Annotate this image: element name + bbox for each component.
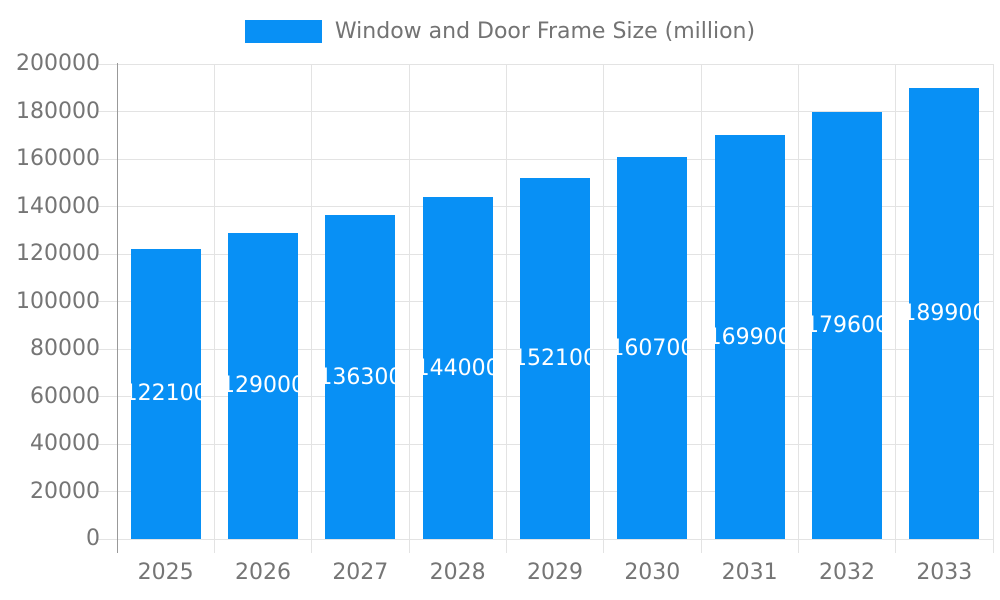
legend-swatch-icon <box>244 20 322 43</box>
y-tick-label: 160000 <box>16 146 100 171</box>
y-tick-label: 0 <box>86 526 100 551</box>
x-gridline <box>895 64 897 553</box>
x-tick-label: 2032 <box>818 560 875 585</box>
x-gridline <box>992 64 994 553</box>
x-tick-label: 2029 <box>526 560 583 585</box>
y-tick-label: 200000 <box>16 51 100 76</box>
bar-value-label: 179600 <box>812 313 882 339</box>
x-gridline <box>311 64 313 553</box>
y-gridline <box>97 538 993 540</box>
bar-value-label: 136300 <box>325 364 395 390</box>
y-gridline <box>97 63 993 65</box>
x-tick-label: 2025 <box>137 560 194 585</box>
bar: 136300 <box>325 215 396 539</box>
chart-legend: Window and Door Frame Size (million) <box>0 18 1000 45</box>
y-tick-label: 60000 <box>30 383 100 409</box>
y-gridline <box>97 158 993 160</box>
bar: 179600 <box>812 112 882 539</box>
bar-value-label: 144000 <box>422 355 493 381</box>
y-tick-label: 80000 <box>30 336 100 361</box>
y-axis-line <box>117 63 118 553</box>
x-gridline <box>700 64 702 553</box>
bar: 169900 <box>714 135 785 539</box>
y-gridline <box>97 111 993 112</box>
x-gridline <box>505 64 507 553</box>
x-tick-label: 2033 <box>916 560 973 585</box>
y-tick-label: 120000 <box>16 241 100 266</box>
x-gridline <box>213 64 215 553</box>
bar: 160700 <box>617 157 688 539</box>
x-tick-label: 2030 <box>624 560 681 585</box>
y-tick-label: 140000 <box>16 193 100 219</box>
bar-value-label: 160700 <box>617 335 687 361</box>
legend-label: Window and Door Frame Size (million) <box>334 19 756 44</box>
y-tick-label: 20000 <box>30 478 100 504</box>
x-tick-label: 2026 <box>234 560 291 585</box>
bar-value-label: 169900 <box>714 324 785 350</box>
x-tick-label: 2027 <box>332 560 389 585</box>
y-tick-label: 40000 <box>30 431 100 456</box>
bar: 152100 <box>520 177 590 539</box>
bar-value-label: 122100 <box>130 381 201 407</box>
bar: 129000 <box>228 232 298 539</box>
x-gridline <box>797 64 799 553</box>
y-tick-label: 180000 <box>16 98 100 124</box>
plot-area: 122100 129000 136300 144000 152100 160700 1699… <box>97 63 994 553</box>
bar-value-label: 152100 <box>520 345 590 371</box>
bar: 144000 <box>422 197 493 539</box>
bar: 122100 <box>130 249 201 539</box>
x-gridline <box>603 64 605 553</box>
x-tick-label: 2031 <box>721 560 778 585</box>
bar-value-label: 129000 <box>228 373 298 399</box>
y-tick-label: 100000 <box>16 288 100 314</box>
x-gridline <box>408 64 410 553</box>
x-tick-label: 2028 <box>429 560 486 585</box>
